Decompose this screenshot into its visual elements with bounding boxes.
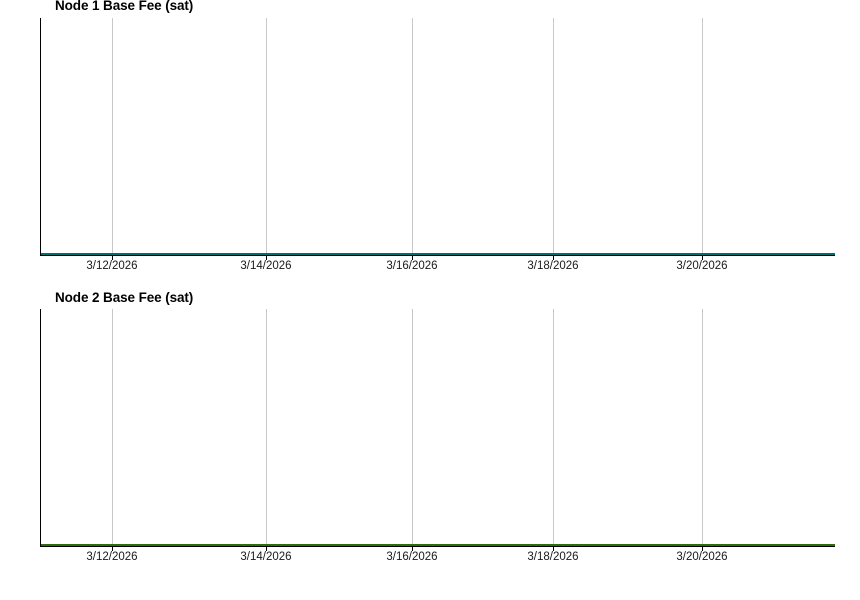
gridline-node2-1 <box>266 309 267 546</box>
series-line-node2 <box>41 544 835 546</box>
gridline-node1-4 <box>702 18 703 255</box>
y-axis-node1 <box>40 18 41 256</box>
x-tick-node2-2 <box>412 547 413 551</box>
gridline-node2-2 <box>412 309 413 546</box>
gridline-node1-1 <box>266 18 267 255</box>
chart-panel-node2: Node 2 Base Fee (sat) 3/12/2026 3/14/202… <box>0 288 860 600</box>
x-tick-node1-4 <box>702 256 703 260</box>
x-tick-node2-3 <box>553 547 554 551</box>
x-tick-node1-0 <box>112 256 113 260</box>
y-axis-node2 <box>40 309 41 547</box>
x-tick-node1-2 <box>412 256 413 260</box>
gridline-node1-0 <box>112 18 113 255</box>
x-tick-node1-1 <box>266 256 267 260</box>
chart-title-node1: Node 1 Base Fee (sat) <box>55 0 194 13</box>
x-tick-label-node2-4: 3/20/2026 <box>676 551 728 563</box>
gridline-node1-3 <box>553 18 554 255</box>
x-tick-node2-4 <box>702 547 703 551</box>
chart-title-node2: Node 2 Base Fee (sat) <box>55 290 194 305</box>
x-axis-node1 <box>40 255 835 256</box>
series-line-node1 <box>41 253 835 255</box>
x-tick-label-node2-0: 3/12/2026 <box>86 551 138 563</box>
x-tick-labels-node2: 3/12/2026 3/14/2026 3/16/2026 3/18/2026 … <box>40 551 835 567</box>
x-tick-label-node2-1: 3/14/2026 <box>240 551 292 563</box>
x-tick-label-node1-4: 3/20/2026 <box>676 260 728 272</box>
plot-area-node2 <box>40 309 835 551</box>
x-tick-label-node2-2: 3/16/2026 <box>386 551 438 563</box>
x-tick-node2-1 <box>266 547 267 551</box>
gridline-node1-2 <box>412 18 413 255</box>
x-axis-node2 <box>40 546 835 547</box>
x-tick-label-node1-0: 3/12/2026 <box>86 260 138 272</box>
plot-area-node1 <box>40 18 835 260</box>
x-tick-label-node1-3: 3/18/2026 <box>527 260 579 272</box>
x-tick-node1-3 <box>553 256 554 260</box>
chart-panel-node1: Node 1 Base Fee (sat) 3/12/2026 3/14/202… <box>0 0 860 288</box>
x-tick-label-node1-2: 3/16/2026 <box>386 260 438 272</box>
gridline-node2-3 <box>553 309 554 546</box>
gridline-node2-0 <box>112 309 113 546</box>
x-tick-label-node1-1: 3/14/2026 <box>240 260 292 272</box>
x-tick-label-node2-3: 3/18/2026 <box>527 551 579 563</box>
gridline-node2-4 <box>702 309 703 546</box>
x-tick-labels-node1: 3/12/2026 3/14/2026 3/16/2026 3/18/2026 … <box>40 260 835 276</box>
x-tick-node2-0 <box>112 547 113 551</box>
